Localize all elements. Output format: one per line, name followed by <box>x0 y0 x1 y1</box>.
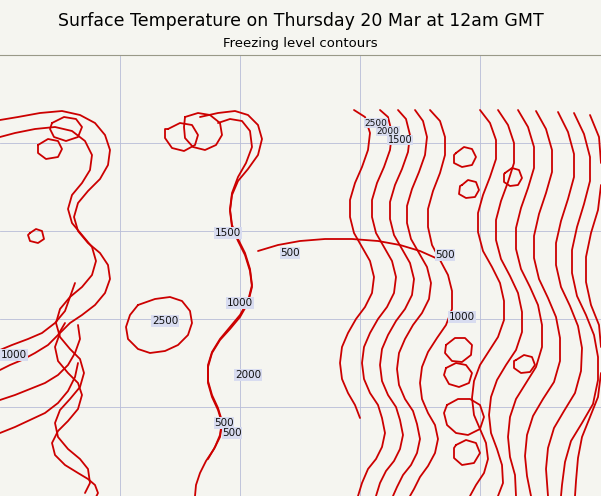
Text: 1000: 1000 <box>449 312 475 322</box>
Text: 2500: 2500 <box>365 119 388 127</box>
Text: 2500: 2500 <box>152 316 178 326</box>
Text: 500: 500 <box>222 428 242 438</box>
Text: 2000: 2000 <box>235 370 261 380</box>
Text: Surface Temperature on Thursday 20 Mar at 12am GMT: Surface Temperature on Thursday 20 Mar a… <box>58 12 543 30</box>
Text: 1500: 1500 <box>388 135 412 145</box>
Text: 1000: 1000 <box>1 350 27 360</box>
Text: 2000: 2000 <box>377 126 400 135</box>
Text: 1000: 1000 <box>227 298 253 308</box>
Text: 500: 500 <box>435 250 455 260</box>
Text: 500: 500 <box>214 418 234 428</box>
Text: 1500: 1500 <box>215 228 241 238</box>
Text: Freezing level contours: Freezing level contours <box>223 38 378 51</box>
Text: 500: 500 <box>280 248 300 258</box>
